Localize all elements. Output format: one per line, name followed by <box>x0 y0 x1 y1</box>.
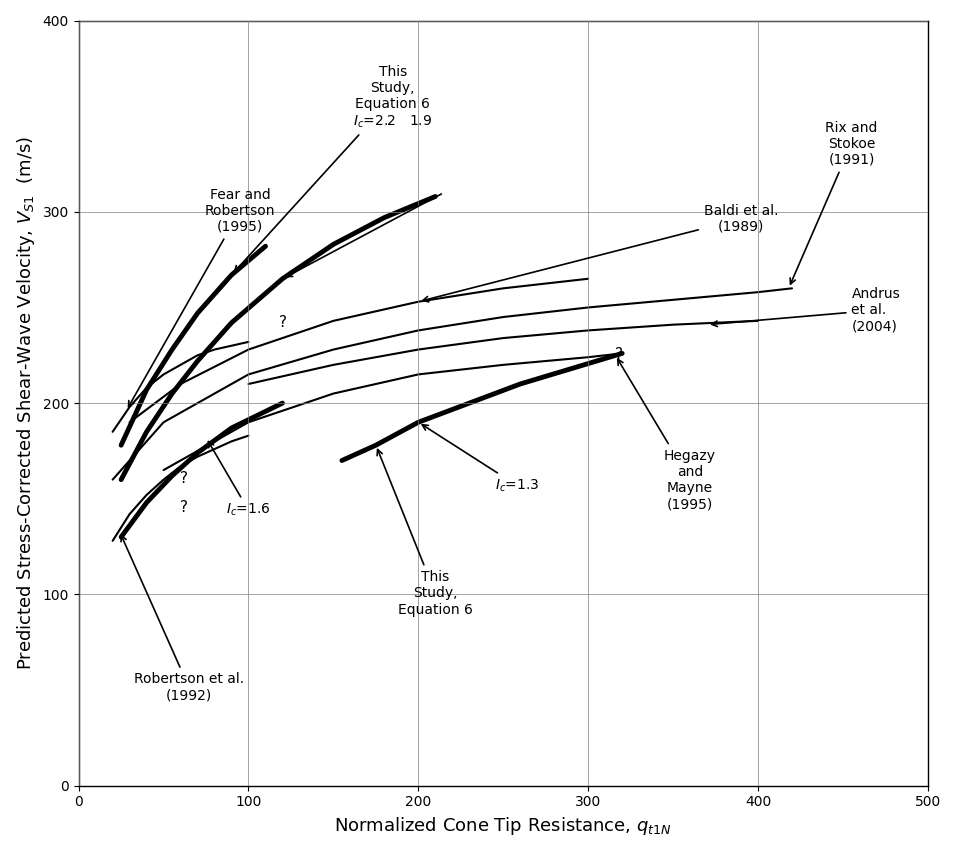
Text: ?: ? <box>180 471 188 486</box>
Text: Andrus
et al.
(2004): Andrus et al. (2004) <box>711 287 901 333</box>
X-axis label: Normalized Cone Tip Resistance, $q_{t1N}$: Normalized Cone Tip Resistance, $q_{t1N}… <box>335 815 672 837</box>
Text: Robertson et al.
(1992): Robertson et al. (1992) <box>121 536 244 703</box>
Text: This
Study,
Equation 6: This Study, Equation 6 <box>377 450 473 617</box>
Text: Fear and
Robertson
(1995): Fear and Robertson (1995) <box>128 187 275 406</box>
Text: ?: ? <box>180 500 188 515</box>
Text: ?: ? <box>615 347 622 362</box>
Text: Hegazy
and
Mayne
(1995): Hegazy and Mayne (1995) <box>618 360 716 511</box>
Text: Rix and
Stokoe
(1991): Rix and Stokoe (1991) <box>790 121 878 284</box>
Text: $I_c$=1.3: $I_c$=1.3 <box>423 425 539 493</box>
Text: This
Study,
Equation 6
$I_c$=2.2   1.9: This Study, Equation 6 $I_c$=2.2 1.9 <box>234 65 432 272</box>
Text: $I_c$=1.6: $I_c$=1.6 <box>208 441 271 519</box>
Y-axis label: Predicted Stress-Corrected Shear-Wave Velocity, $V_{S1}$  (m/s): Predicted Stress-Corrected Shear-Wave Ve… <box>15 136 37 671</box>
Text: Baldi et al.
(1989): Baldi et al. (1989) <box>423 204 778 302</box>
Text: ?: ? <box>278 314 287 330</box>
